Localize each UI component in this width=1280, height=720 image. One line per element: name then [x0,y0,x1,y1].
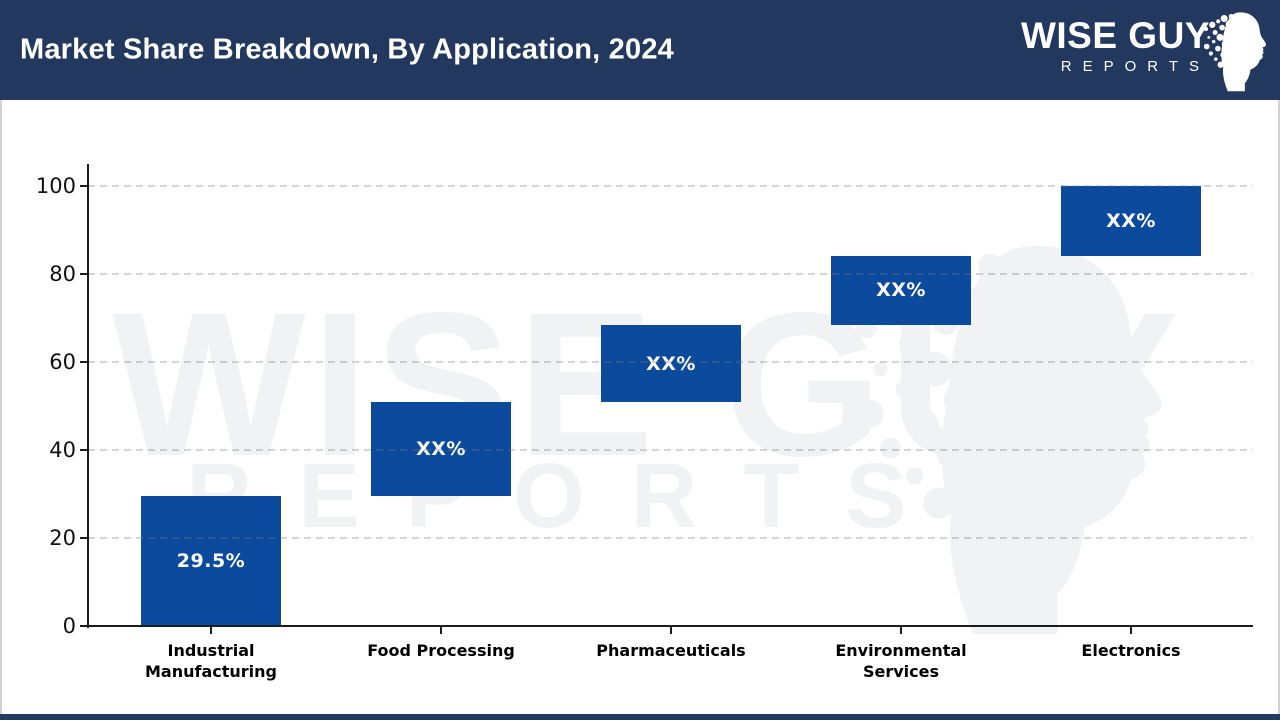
bar-value-label: XX% [1106,210,1156,233]
logo-brand-name: WISE GUY [1020,15,1210,56]
y-tick-label-60: 60 [49,350,76,374]
wiseguy-head-icon [1203,12,1267,92]
y-tick-label-100: 100 [35,174,76,198]
gridline-40 [88,449,1253,451]
x-label-environmental-services: Environmental Services [835,641,967,681]
x-label-industrial-manufacturing: Industrial Manufacturing [145,641,277,681]
gridline-80 [88,273,1253,275]
gridline-20 [88,537,1253,539]
x-label-electronics: Electronics [1081,641,1181,660]
footer-bar [0,714,1280,720]
bar-pharmaceuticals: XX% [601,324,741,403]
header-bar: Market Share Breakdown, By Application, … [0,0,1280,100]
x-tick-pharmaceuticals [670,627,672,634]
chart-canvas [0,100,1280,714]
y-tick-label-40: 40 [49,438,76,462]
x-label-pharmaceuticals: Pharmaceuticals [596,641,746,660]
gridline-60 [88,361,1253,363]
bar-electronics: XX% [1061,186,1201,257]
y-axis-line [87,164,89,628]
y-tick-100 [80,185,88,187]
x-tick-food-processing [440,627,442,634]
wiseguy-logo: WISE GUY REPORTS [1020,4,1272,96]
y-tick-label-0: 0 [62,614,76,638]
bar-food-processing: XX% [371,402,511,497]
bar-environmental-services: XX% [831,256,971,325]
y-tick-label-80: 80 [49,262,76,286]
gridline-100 [88,185,1253,187]
x-tick-electronics [1130,627,1132,634]
y-tick-80 [80,273,88,275]
y-tick-label-20: 20 [49,526,76,550]
x-tick-industrial-manufacturing [210,627,212,634]
bar-value-label: 29.5% [176,550,246,573]
y-tick-40 [80,449,88,451]
y-tick-20 [80,537,88,539]
logo-text: WISE GUY REPORTS [1020,15,1210,75]
x-label-food-processing: Food Processing [367,641,515,660]
x-axis-line [87,625,1253,627]
watermark-reports-text: REPORTS [186,445,953,547]
bar-value-label: XX% [646,352,696,375]
y-tick-60 [80,361,88,363]
bar-industrial-manufacturing: 29.5% [141,496,281,626]
bar-value-label: XX% [876,279,926,302]
logo-brand-sub: REPORTS [1060,57,1210,75]
page-title: Market Share Breakdown, By Application, … [20,33,674,66]
x-tick-environmental-services [900,627,902,634]
y-tick-0 [80,625,88,627]
bar-value-label: XX% [416,438,466,461]
